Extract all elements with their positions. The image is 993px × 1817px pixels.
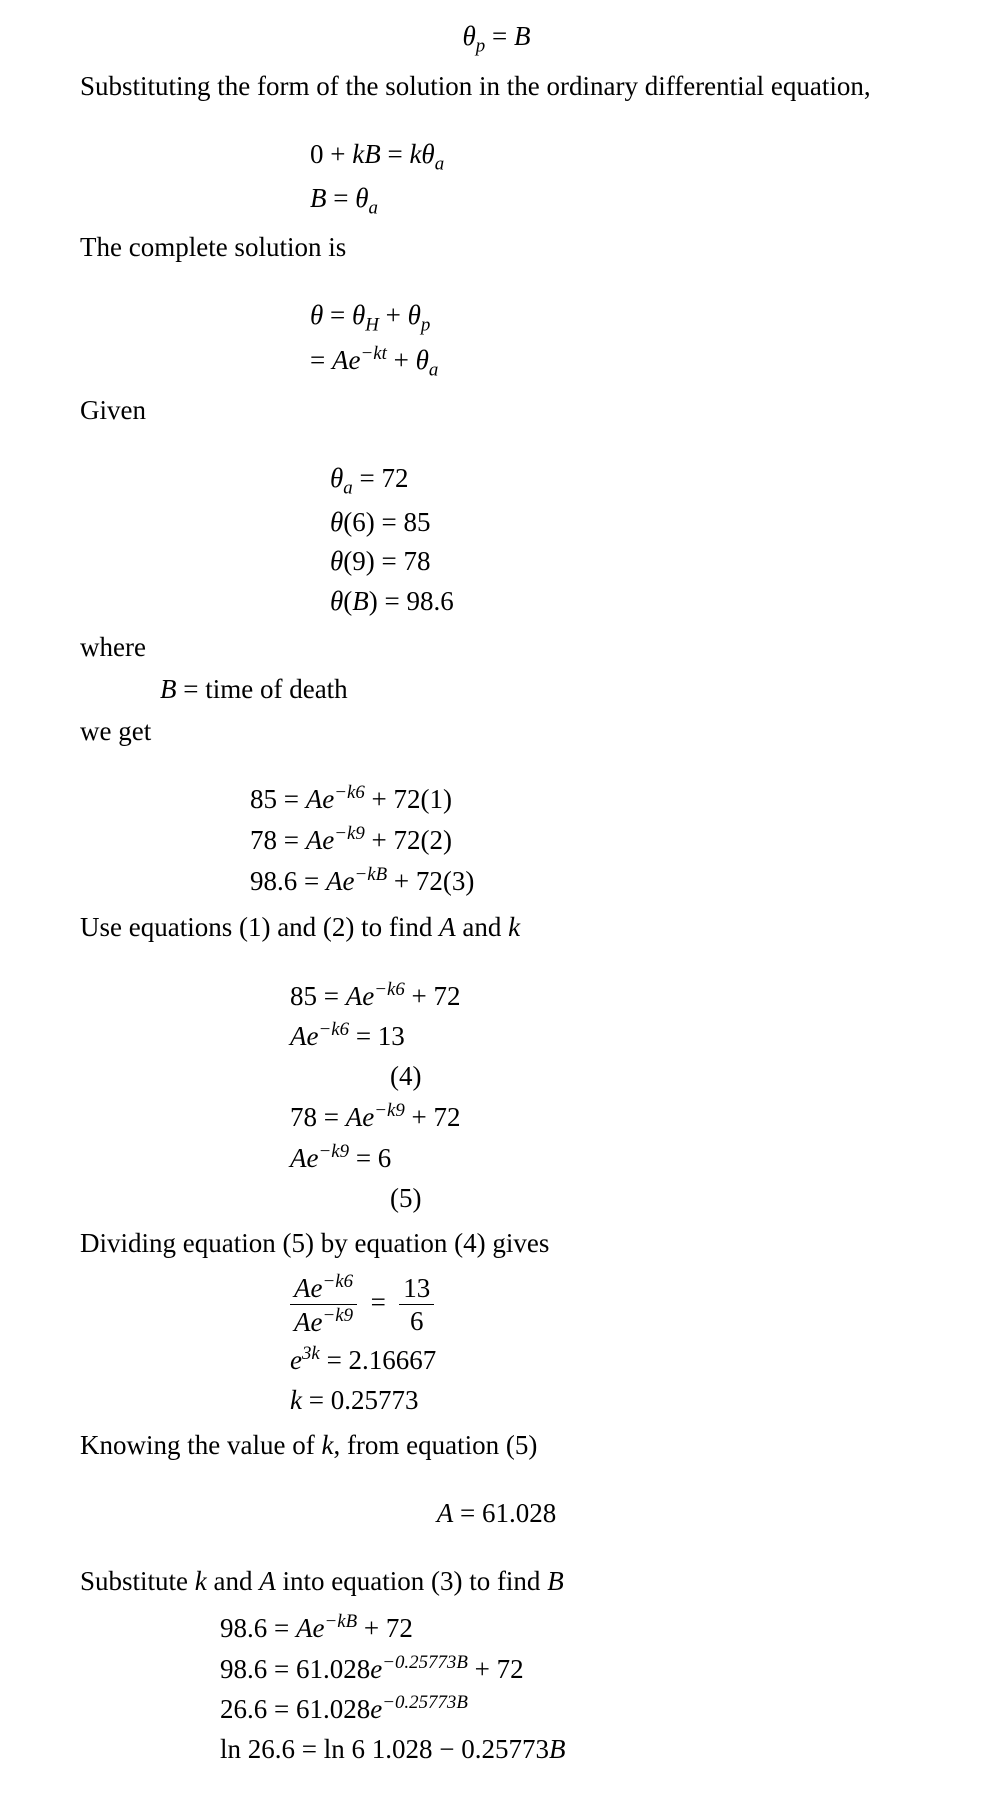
math-line: B = θa <box>310 180 913 222</box>
label-given: Given <box>80 392 913 430</box>
math-line: 78 = Ae−k9 + 72 <box>290 1098 913 1137</box>
equation-particular: θp = B <box>80 18 913 60</box>
equation-block-given: θa = 72 θ(6) = 85 θ(9) = 78 θ(B) = 98.6 <box>80 460 913 621</box>
fraction-denominator: 6 <box>399 1305 434 1337</box>
math-line: 98.6 = Ae−kB + 72(3) <box>250 862 913 901</box>
math-line: 85 = Ae−k6 + 72 <box>290 977 913 1016</box>
fraction-left: Ae−k6 Ae−k9 <box>290 1271 357 1339</box>
math-line: 98.6 = 61.028e−0.25773B + 72 <box>220 1650 913 1689</box>
math-line: θa = 72 <box>330 460 913 502</box>
fraction-right: 13 6 <box>399 1272 434 1338</box>
math-line: e3k = 2.16667 <box>290 1341 913 1380</box>
math-line: 85 = Ae−k6 + 72(1) <box>250 780 913 819</box>
math-line-fraction: Ae−k6 Ae−k9 = 13 6 <box>290 1271 913 1339</box>
math-line: 26.6 = 61.028e−0.25773B <box>220 1690 913 1729</box>
equation-block-complete: θ = θH + θp = Ae−kt + θa <box>80 297 913 384</box>
equation-label-5: (5) <box>290 1180 913 1218</box>
paragraph-complete: The complete solution is <box>80 229 913 267</box>
math-line: Ae−k6 = 13 <box>290 1017 913 1056</box>
math-line: 78 = Ae−k9 + 72(2) <box>250 821 913 860</box>
math-text: A = 61.028 <box>437 1498 556 1528</box>
equation-block-system: 85 = Ae−k6 + 72(1) 78 = Ae−k9 + 72(2) 98… <box>80 780 913 900</box>
equation-A-value: A = 61.028 <box>80 1495 913 1533</box>
fraction-numerator: Ae−k6 <box>290 1271 357 1305</box>
math-line: θ(B) = 98.6 <box>330 583 913 621</box>
math-line: = Ae−kt + θa <box>310 341 913 384</box>
math-text: θp = B <box>463 21 531 51</box>
label-where: where <box>80 629 913 667</box>
equation-block-final: 98.6 = Ae−kB + 72 98.6 = 61.028e−0.25773… <box>80 1609 913 1769</box>
label-we-get: we get <box>80 713 913 751</box>
equation-block-dividing: Ae−k6 Ae−k9 = 13 6 e3k = 2.16667 k = 0.2… <box>80 1271 913 1419</box>
math-line: θ(9) = 78 <box>330 543 913 581</box>
paragraph-substituting: Substituting the form of the solution in… <box>80 68 913 106</box>
paragraph-knowing-k: Knowing the value of k, from equation (5… <box>80 1427 913 1465</box>
paragraph-use-equations: Use equations (1) and (2) to find A and … <box>80 909 913 947</box>
definition-B: B = time of death <box>80 671 913 709</box>
math-line: 98.6 = Ae−kB + 72 <box>220 1609 913 1648</box>
equation-block-use: 85 = Ae−k6 + 72 Ae−k6 = 13 (4) 78 = Ae−k… <box>80 977 913 1218</box>
fraction-denominator: Ae−k9 <box>290 1305 357 1338</box>
equation-block-sub: 0 + kB = kθa B = θa <box>80 136 913 222</box>
paragraph-dividing: Dividing equation (5) by equation (4) gi… <box>80 1225 913 1263</box>
math-line: k = 0.25773 <box>290 1382 913 1420</box>
math-line: θ(6) = 85 <box>330 504 913 542</box>
equation-label-4: (4) <box>290 1058 913 1096</box>
math-line: ln 26.6 = ln 6 1.028 − 0.25773B <box>220 1731 913 1769</box>
math-line: 0 + kB = kθa <box>310 136 913 178</box>
fraction-numerator: 13 <box>399 1272 434 1305</box>
paragraph-substitute-kA: Substitute k and A into equation (3) to … <box>80 1563 913 1601</box>
math-line: Ae−k9 = 6 <box>290 1139 913 1178</box>
math-line: θ = θH + θp <box>310 297 913 339</box>
